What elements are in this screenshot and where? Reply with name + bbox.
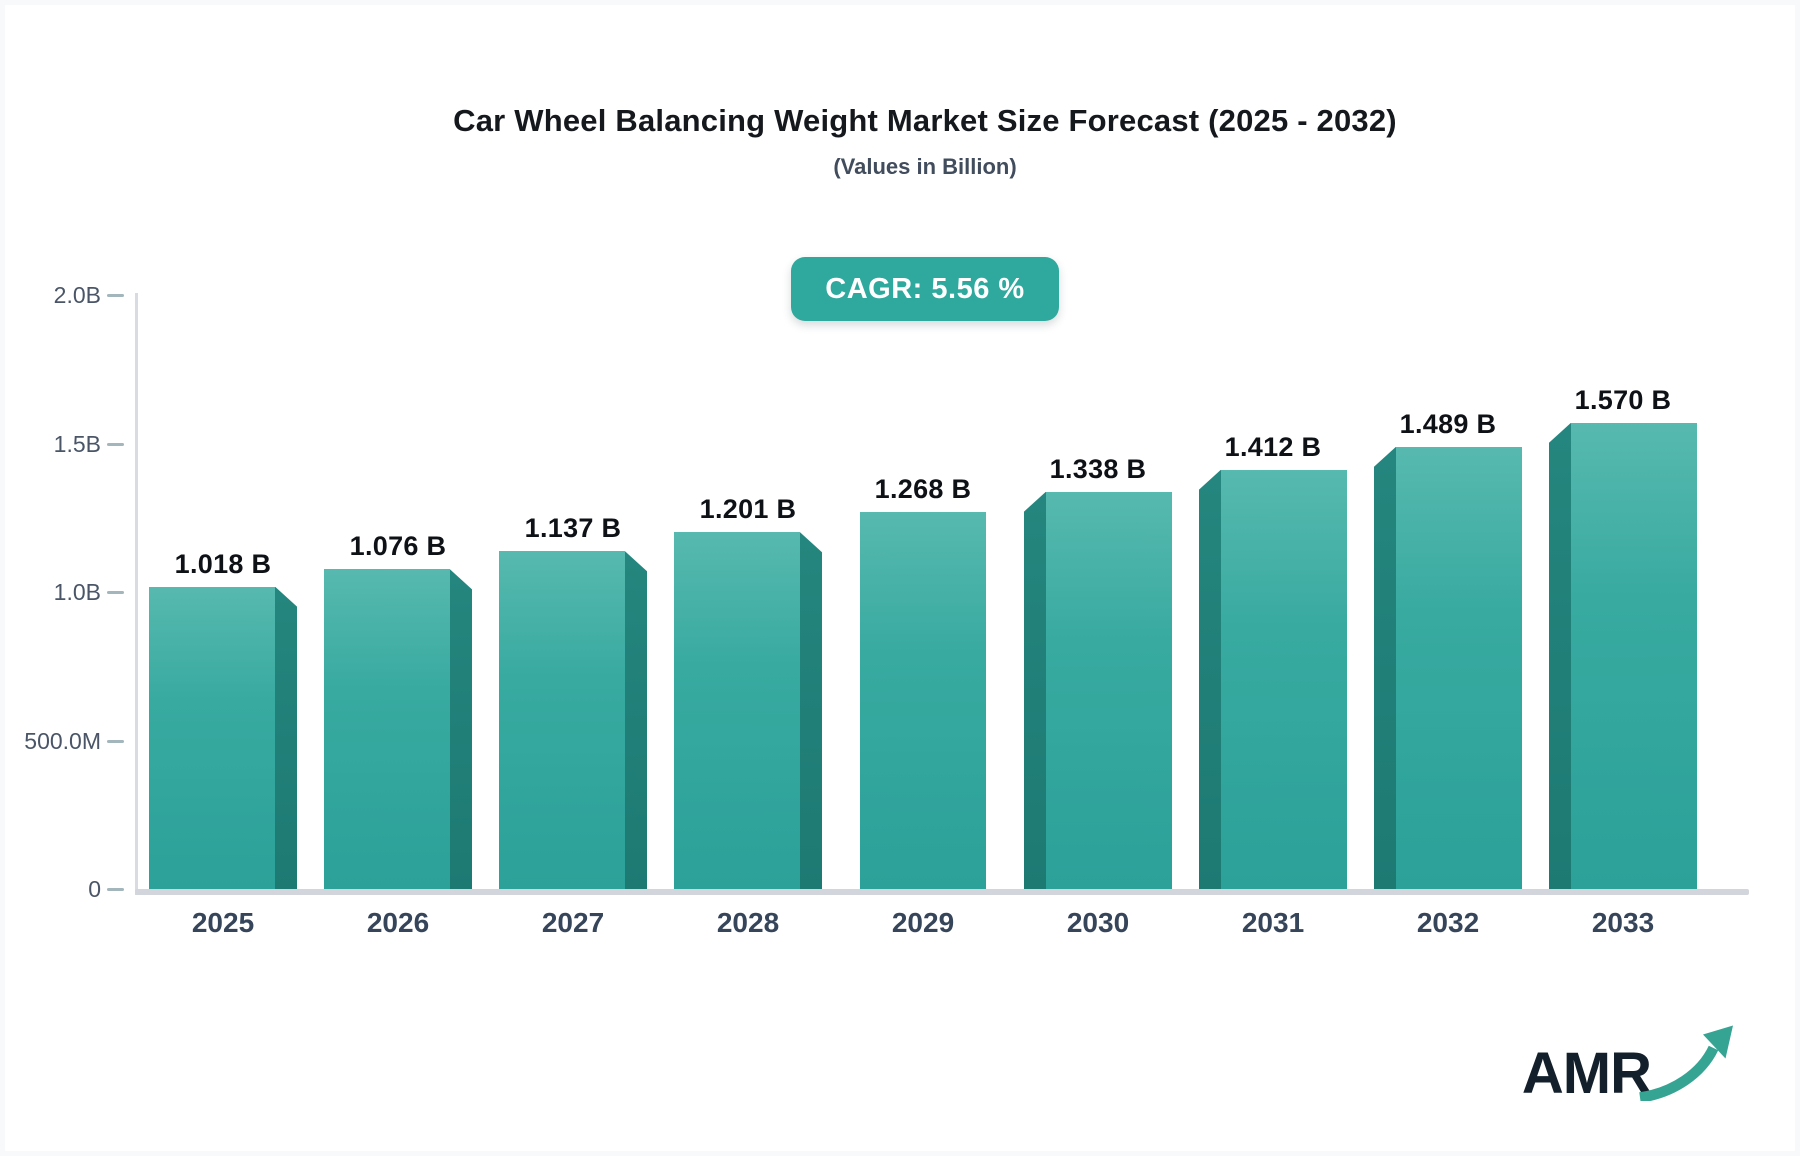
cagr-badge: CAGR: 5.56 %	[791, 257, 1059, 321]
y-tick-mark	[107, 888, 124, 891]
bar-value-label: 1.489 B	[1399, 408, 1497, 439]
chart-subtitle: (Values in Billion)	[833, 154, 1017, 179]
cagr-badge-row: CAGR: 5.56 %	[45, 257, 1795, 321]
bar-2028: 1.201 B 2028	[674, 494, 822, 938]
bar-value-label: 1.018 B	[174, 548, 272, 579]
bar-face	[1221, 469, 1347, 889]
bar-2029: 1.268 B 2029	[849, 474, 997, 938]
bar-side-shade	[1374, 446, 1396, 889]
x-axis-category-label: 2030	[1066, 906, 1130, 938]
bar-value-label: 1.201 B	[699, 494, 797, 525]
bar-2030: 1.338 B 2030	[1024, 454, 1172, 938]
x-axis-category-label: 2032	[1416, 906, 1480, 938]
x-axis-category-label: 2025	[191, 906, 255, 938]
amr-logo: AMR	[1522, 1025, 1733, 1105]
x-axis-category-label: 2029	[891, 906, 955, 938]
y-axis-line	[135, 293, 138, 895]
bar-value-label: 1.076 B	[349, 531, 447, 562]
bar-side-shade	[1199, 469, 1221, 889]
amr-logo-text: AMR	[1521, 1041, 1652, 1106]
bar-face	[149, 586, 275, 889]
chart-title: Car Wheel Balancing Weight Market Size F…	[453, 103, 1397, 138]
x-axis-baseline	[135, 889, 1749, 895]
x-axis-category-label: 2031	[1241, 906, 1305, 938]
x-axis-category-label: 2027	[541, 906, 605, 938]
y-tick-label: 1.0B	[53, 579, 101, 605]
y-tick-label: 500.0M	[24, 727, 101, 754]
bar-value-label: 1.268 B	[874, 474, 972, 505]
bar-2032: 1.489 B 2032	[1374, 409, 1522, 938]
bar-side-shade	[450, 569, 472, 889]
bar-face	[324, 569, 450, 889]
growth-arrow-icon	[1639, 1025, 1733, 1101]
bar-value-label: 1.570 B	[1574, 384, 1672, 415]
y-tick-label: 0	[88, 876, 101, 902]
bar-side-shade	[800, 532, 822, 889]
bar-value-label: 1.412 B	[1224, 431, 1322, 462]
y-tick-mark	[107, 442, 124, 446]
bar-value-label: 1.338 B	[1049, 453, 1147, 484]
y-tick-label: 1.5B	[53, 430, 101, 457]
bar-side-shade	[275, 586, 297, 889]
y-tick-mark	[107, 294, 124, 297]
bar-2025: 1.018 B 2025	[149, 549, 297, 938]
bar-2027: 1.137 B 2027	[499, 513, 647, 938]
bar-face	[1396, 446, 1522, 889]
y-tick-mark	[107, 591, 124, 594]
bar-face	[860, 512, 986, 889]
x-axis-category-label: 2028	[716, 906, 780, 938]
y-tick-mark	[107, 739, 124, 743]
x-axis-category-label: 2026	[366, 906, 430, 938]
y-tick-label: 2.0B	[53, 282, 101, 308]
bar-2033: 1.570 B 2033	[1549, 385, 1697, 938]
bar-chart: 2.0B 1.5B 1.0B 500.0M 0 1.018 B 2025 1.076 B 202…	[5, 5, 1795, 1151]
bar-2031: 1.412 B 2031	[1199, 432, 1347, 938]
bar-face	[674, 532, 800, 889]
bar-side-shade	[1024, 491, 1046, 889]
bar-face	[1046, 491, 1172, 889]
bar-face	[1571, 422, 1697, 889]
bar-face	[499, 551, 625, 889]
x-axis-category-label: 2033	[1591, 906, 1655, 938]
bar-side-shade	[1549, 422, 1571, 889]
bar-value-label: 1.137 B	[524, 513, 622, 544]
bar-side-shade	[625, 551, 647, 889]
bar-2026: 1.076 B 2026	[324, 531, 472, 938]
